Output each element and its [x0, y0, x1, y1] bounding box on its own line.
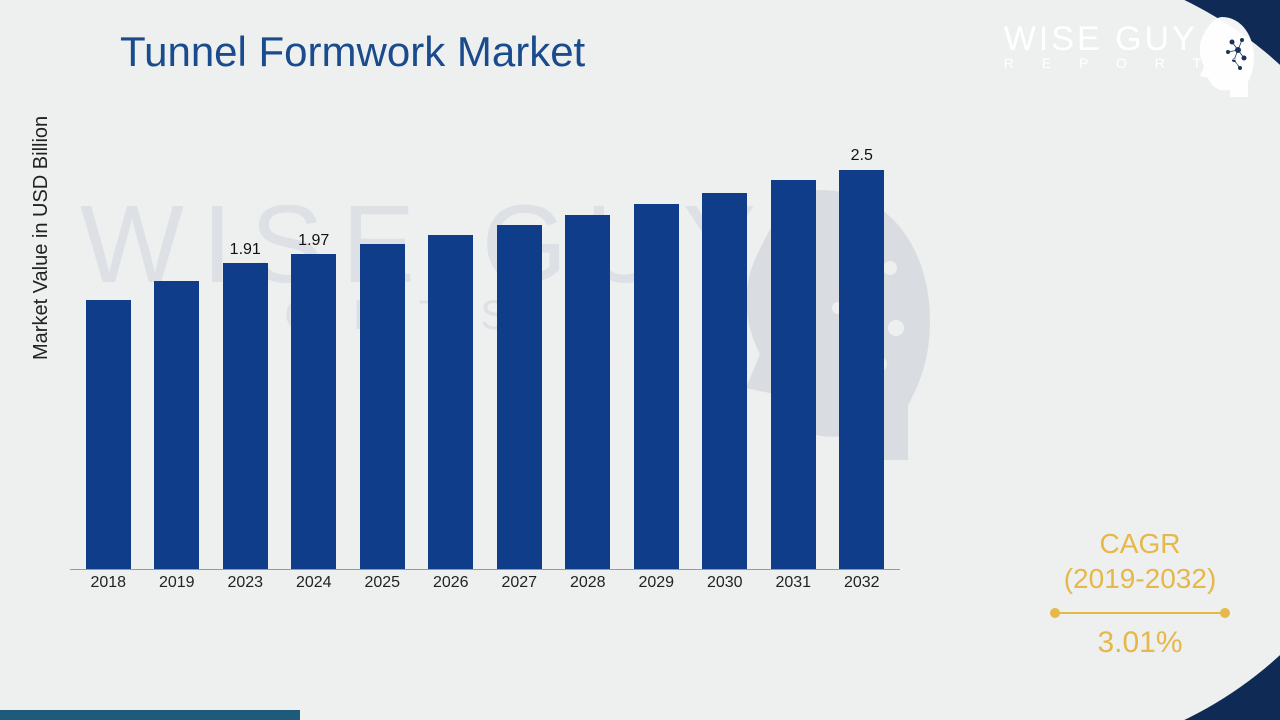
bar: [702, 193, 747, 569]
x-tick: 2029: [622, 574, 691, 592]
x-tick: 2024: [280, 574, 349, 592]
x-tick: 2026: [417, 574, 486, 592]
bar-2031: [759, 170, 828, 569]
bar-value-label: 1.91: [230, 241, 261, 259]
bar-value-label: 1.97: [298, 232, 329, 250]
x-tick: 2027: [485, 574, 554, 592]
brand-line1: WISE GUY: [1004, 20, 1250, 59]
bar-2024: 1.97: [280, 170, 349, 569]
bar: [360, 244, 405, 569]
bar: [634, 204, 679, 569]
bar-2019: [143, 170, 212, 569]
cagr-value: 3.01%: [1030, 626, 1250, 660]
bar-2018: [74, 170, 143, 569]
bar-2032: 2.5: [828, 170, 897, 569]
bar-2027: [485, 170, 554, 569]
x-ticks: 2018201920232024202520262027202820292030…: [70, 574, 900, 592]
bar: [428, 235, 473, 569]
y-axis-label: Market Value in USD Billion: [30, 116, 53, 360]
bar: [771, 180, 816, 569]
bar-2026: [417, 170, 486, 569]
bar-2028: [554, 170, 623, 569]
bar: [565, 215, 610, 569]
x-tick: 2028: [554, 574, 623, 592]
infographic-canvas: WISE GUY R E P O R T S Tunnel Formwork M…: [0, 0, 1280, 720]
x-tick: 2018: [74, 574, 143, 592]
bar: [154, 281, 199, 569]
bar-2029: [622, 170, 691, 569]
bar: [291, 254, 336, 569]
x-tick: 2023: [211, 574, 280, 592]
bar: [839, 170, 884, 569]
bar: [223, 263, 268, 569]
brand-line2: R E P O R T S: [1004, 55, 1250, 71]
plot-area: 1.91 1.97 2.5: [70, 170, 900, 570]
chart-title: Tunnel Formwork Market: [120, 28, 585, 76]
bar-chart: 1.91 1.97 2.5 2018201920232024202520262027…: [70, 170, 900, 610]
bar-2023: 1.91: [211, 170, 280, 569]
brand-logo: WISE GUY R E P O R T S: [1004, 20, 1250, 71]
bar-2030: [691, 170, 760, 569]
cagr-range: (2019-2032): [1030, 561, 1250, 596]
bar-value-label: 2.5: [851, 147, 873, 165]
bottom-strip: [0, 710, 300, 720]
x-tick: 2030: [691, 574, 760, 592]
bar: [86, 300, 131, 569]
cagr-label: CAGR: [1030, 526, 1250, 561]
x-tick: 2031: [759, 574, 828, 592]
bar-2025: [348, 170, 417, 569]
x-tick: 2032: [828, 574, 897, 592]
cagr-block: CAGR (2019-2032) 3.01%: [1030, 526, 1250, 660]
x-tick: 2019: [143, 574, 212, 592]
bars-container: 1.91 1.97 2.5: [70, 170, 900, 569]
bar: [497, 225, 542, 569]
x-tick: 2025: [348, 574, 417, 592]
cagr-divider: [1055, 612, 1225, 614]
